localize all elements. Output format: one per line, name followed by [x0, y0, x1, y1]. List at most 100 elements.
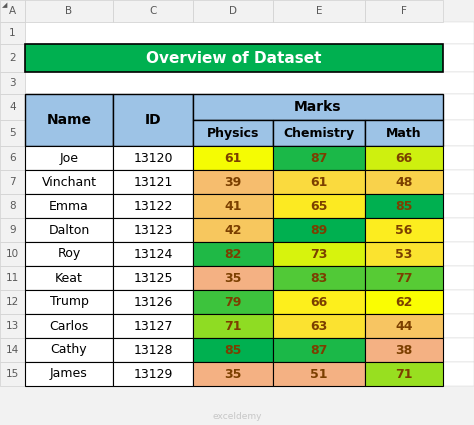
- Bar: [25, 170, 474, 194]
- Bar: [365, 242, 443, 266]
- Text: 13122: 13122: [133, 199, 173, 212]
- Bar: [0, 94, 25, 120]
- Bar: [113, 362, 193, 386]
- Bar: [193, 0, 273, 22]
- Text: B: B: [65, 6, 73, 16]
- Text: 13127: 13127: [133, 320, 173, 332]
- Text: 13: 13: [6, 321, 19, 331]
- Bar: [365, 194, 443, 218]
- Bar: [365, 362, 443, 386]
- Text: 12: 12: [6, 297, 19, 307]
- Text: ID: ID: [145, 113, 161, 127]
- Bar: [273, 266, 365, 290]
- Text: ◢: ◢: [2, 2, 8, 8]
- Text: 63: 63: [310, 320, 328, 332]
- Bar: [0, 120, 25, 146]
- Text: D: D: [229, 6, 237, 16]
- Bar: [113, 146, 193, 170]
- Bar: [0, 72, 25, 94]
- Text: 13120: 13120: [133, 151, 173, 164]
- Text: 77: 77: [395, 272, 413, 284]
- Bar: [193, 290, 273, 314]
- Text: 5: 5: [9, 128, 16, 138]
- Text: 89: 89: [310, 224, 328, 236]
- Bar: [25, 218, 113, 242]
- Text: 56: 56: [395, 224, 413, 236]
- Bar: [25, 146, 113, 170]
- Text: 61: 61: [224, 151, 242, 164]
- Bar: [365, 170, 443, 194]
- Bar: [25, 44, 474, 72]
- Bar: [193, 146, 273, 170]
- Text: 13125: 13125: [133, 272, 173, 284]
- Bar: [25, 362, 474, 386]
- Text: Keat: Keat: [55, 272, 83, 284]
- Bar: [0, 314, 25, 338]
- Text: 87: 87: [310, 151, 328, 164]
- Bar: [0, 290, 25, 314]
- Bar: [113, 242, 193, 266]
- Bar: [25, 266, 113, 290]
- Bar: [273, 170, 365, 194]
- Text: 13121: 13121: [133, 176, 173, 189]
- Text: Chemistry: Chemistry: [283, 127, 355, 139]
- Bar: [365, 218, 443, 242]
- Text: Overview of Dataset: Overview of Dataset: [146, 51, 322, 65]
- Text: Emma: Emma: [49, 199, 89, 212]
- Bar: [0, 242, 25, 266]
- Text: 48: 48: [395, 176, 413, 189]
- Text: 11: 11: [6, 273, 19, 283]
- Bar: [25, 22, 474, 44]
- Text: 2: 2: [9, 53, 16, 63]
- Text: A: A: [9, 6, 16, 16]
- Text: 1: 1: [9, 28, 16, 38]
- Text: 71: 71: [224, 320, 242, 332]
- Bar: [25, 146, 474, 170]
- Text: 85: 85: [395, 199, 413, 212]
- Bar: [25, 266, 474, 290]
- Bar: [25, 94, 474, 120]
- Text: 13126: 13126: [133, 295, 173, 309]
- Bar: [273, 314, 365, 338]
- Text: Name: Name: [46, 113, 91, 127]
- Bar: [25, 290, 474, 314]
- Bar: [0, 266, 25, 290]
- Bar: [0, 218, 25, 242]
- Bar: [25, 314, 474, 338]
- Text: 7: 7: [9, 177, 16, 187]
- Text: 38: 38: [395, 343, 413, 357]
- Bar: [113, 0, 193, 22]
- Bar: [25, 290, 113, 314]
- Bar: [0, 22, 25, 44]
- Bar: [273, 194, 365, 218]
- Text: 79: 79: [224, 295, 242, 309]
- Bar: [0, 362, 25, 386]
- Text: 14: 14: [6, 345, 19, 355]
- Text: 65: 65: [310, 199, 328, 212]
- Bar: [365, 266, 443, 290]
- Text: C: C: [149, 6, 157, 16]
- Bar: [193, 266, 273, 290]
- Text: 3: 3: [9, 78, 16, 88]
- Bar: [25, 0, 113, 22]
- Bar: [113, 290, 193, 314]
- Bar: [113, 338, 193, 362]
- Bar: [273, 120, 365, 146]
- Text: Trump: Trump: [50, 295, 89, 309]
- Bar: [273, 218, 365, 242]
- Bar: [365, 0, 443, 22]
- Bar: [0, 338, 25, 362]
- Text: E: E: [316, 6, 322, 16]
- Bar: [365, 146, 443, 170]
- Text: 82: 82: [224, 247, 242, 261]
- Text: 73: 73: [310, 247, 328, 261]
- Bar: [25, 218, 474, 242]
- Bar: [193, 120, 273, 146]
- Text: 87: 87: [310, 343, 328, 357]
- Text: Vinchant: Vinchant: [42, 176, 97, 189]
- Bar: [273, 290, 365, 314]
- Bar: [273, 242, 365, 266]
- Bar: [25, 338, 474, 362]
- Text: 8: 8: [9, 201, 16, 211]
- Text: 10: 10: [6, 249, 19, 259]
